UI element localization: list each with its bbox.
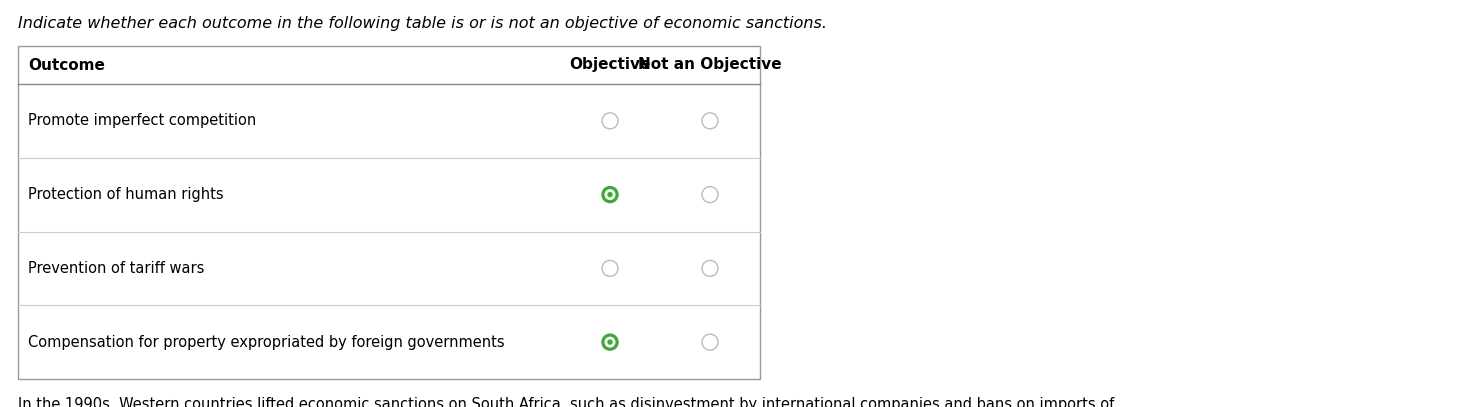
Ellipse shape <box>608 193 611 197</box>
Text: Outcome: Outcome <box>28 57 105 72</box>
Text: Compensation for property expropriated by foreign governments: Compensation for property expropriated b… <box>28 335 505 350</box>
Text: Promote imperfect competition: Promote imperfect competition <box>28 114 256 128</box>
Text: In the 1990s, Western countries lifted economic sanctions on South Africa, such : In the 1990s, Western countries lifted e… <box>18 397 1122 407</box>
Text: Objective: Objective <box>569 57 651 72</box>
Ellipse shape <box>602 334 619 350</box>
Ellipse shape <box>605 337 614 347</box>
Ellipse shape <box>605 190 614 199</box>
Text: Prevention of tariff wars: Prevention of tariff wars <box>28 261 205 276</box>
Text: Protection of human rights: Protection of human rights <box>28 187 224 202</box>
Text: Indicate whether each outcome in the following table is or is not an objective o: Indicate whether each outcome in the fol… <box>18 16 826 31</box>
Ellipse shape <box>608 340 611 344</box>
Ellipse shape <box>602 187 619 203</box>
Bar <box>18 46 760 379</box>
Text: Not an Objective: Not an Objective <box>638 57 782 72</box>
